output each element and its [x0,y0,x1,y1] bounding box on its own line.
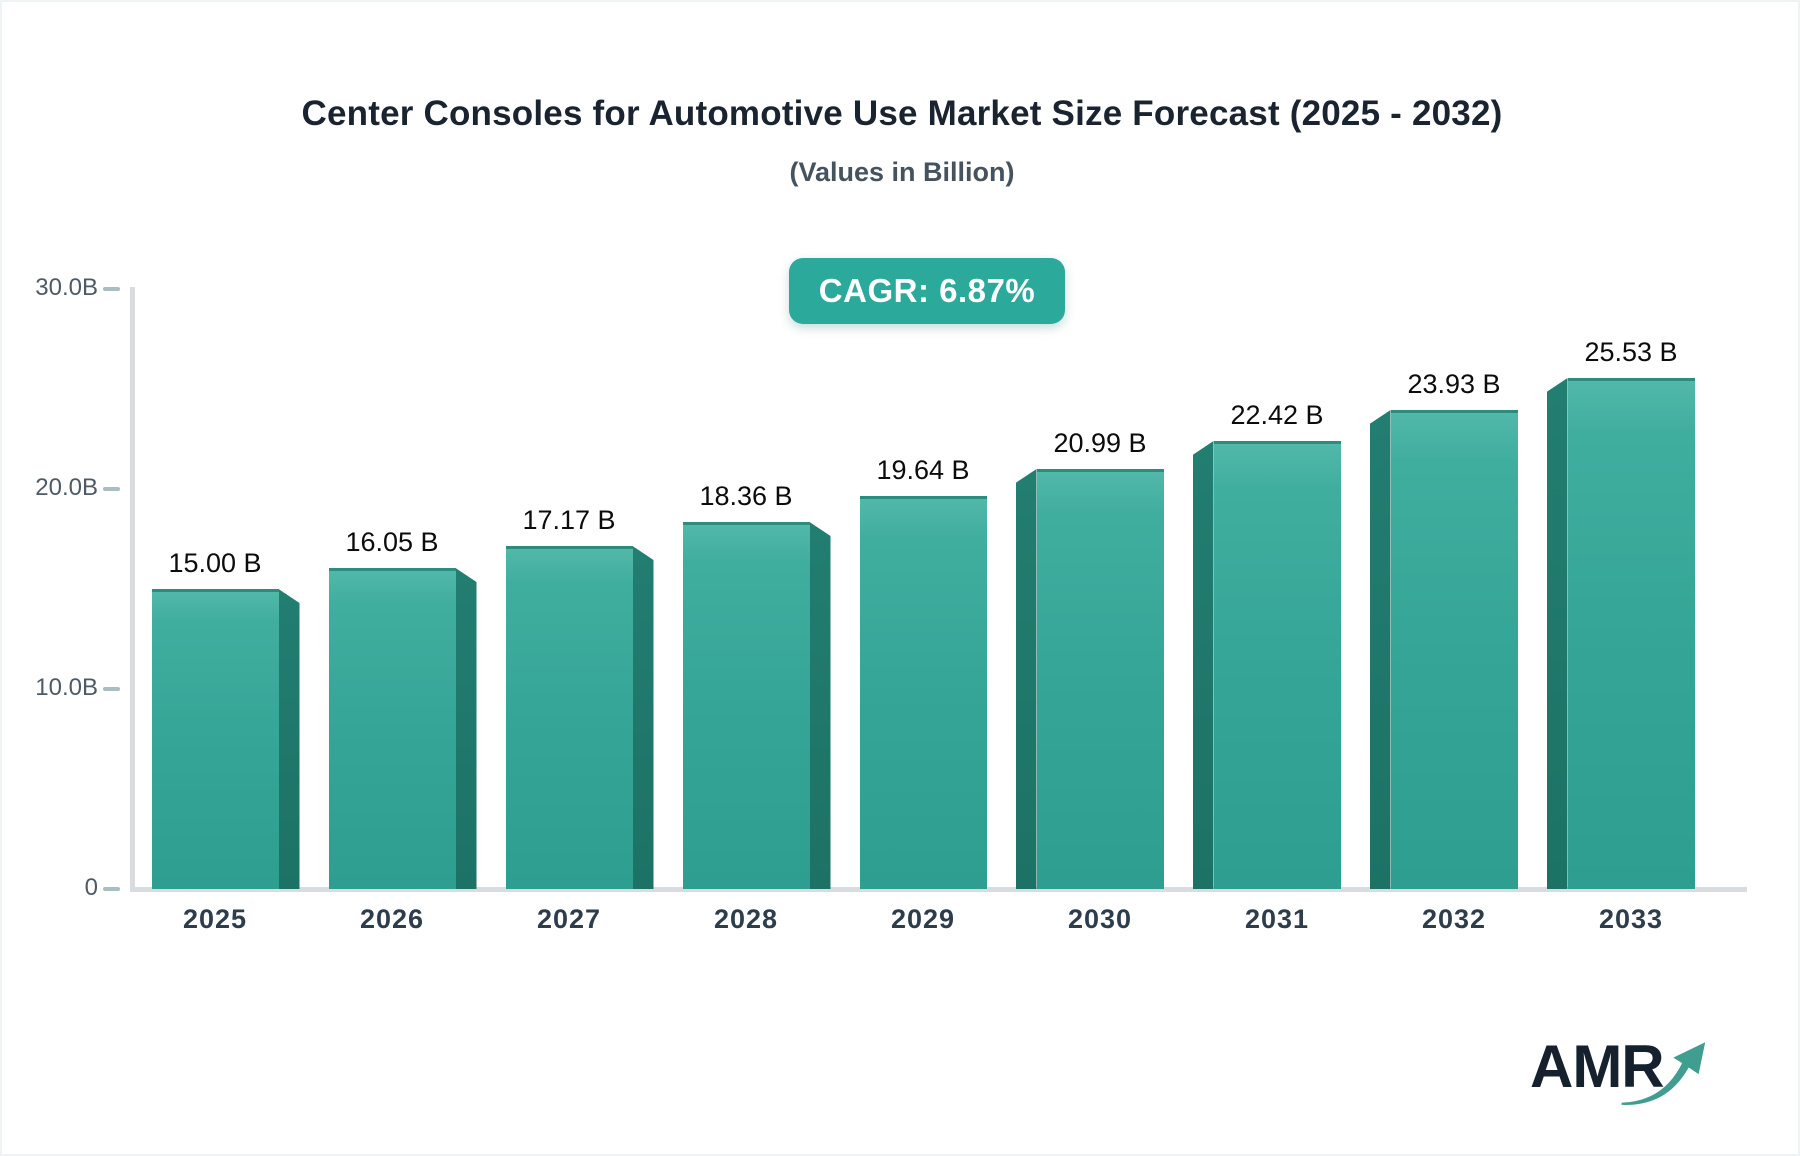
amr-logo-text: AMR [1530,1033,1665,1100]
bar-2026 [328,568,456,889]
bar-value-label-2029: 19.64 B [876,455,970,485]
y-tick-label-30.0B: 30.0B [35,274,98,301]
bar-value-label-2033: 25.53 B [1584,337,1678,367]
bar-2033 [1567,378,1695,889]
trend-up-arrow-icon [1621,1042,1706,1105]
x-tick-label-2031: 2031 [1244,904,1310,934]
bar-2028 [682,522,810,889]
bar-side-face-2031 [1192,441,1214,889]
bar-2027 [505,546,633,889]
bar-value-label-2027: 17.17 B [522,505,616,535]
bar-value-label-2031: 22.42 B [1230,400,1324,430]
y-tick-label-10.0B: 10.0B [35,674,98,701]
bar-2029 [859,496,987,889]
bar-side-face-2030 [1015,469,1037,889]
x-tick-label-2032: 2032 [1421,904,1487,934]
bar-value-label-2028: 18.36 B [699,481,793,511]
chart-title: Center Consoles for Automotive Use Marke… [301,94,1503,133]
x-tick-label-2025: 2025 [182,904,248,934]
bar-value-label-2030: 20.99 B [1053,428,1147,458]
bar-side-face-2026 [455,568,477,889]
bar-value-label-2025: 15.00 B [168,548,262,578]
cagr-badge: CAGR: 6.87% [789,258,1065,324]
x-tick-label-2030: 2030 [1067,904,1133,934]
y-tick-dash [103,687,120,691]
x-tick-label-2033: 2033 [1598,904,1664,934]
bar-side-face-2027 [632,546,654,889]
x-tick-label-2027: 2027 [536,904,602,934]
x-tick-label-2028: 2028 [713,904,779,934]
bar-2031 [1213,441,1341,889]
y-axis-line [130,287,135,892]
y-tick-label-20.0B: 20.0B [35,474,98,501]
x-axis-baseline [130,887,1747,892]
y-tick-dash [103,487,120,491]
y-tick-dash [103,887,120,891]
bar-side-face-2032 [1369,410,1391,889]
chart-subtitle: (Values in Billion) [789,157,1015,187]
y-tick-label-0: 0 [84,874,98,901]
x-tick-label-2029: 2029 [890,904,956,934]
bar-2030 [1036,469,1164,889]
bar-2025 [151,589,279,889]
bar-side-face-2025 [278,589,300,889]
amr-logo: AMR [1530,1032,1750,1122]
bar-side-face-2028 [809,522,831,889]
y-tick-dash [103,287,120,291]
bar-side-face-2033 [1546,378,1568,889]
bar-2032 [1390,410,1518,889]
bar-value-label-2026: 16.05 B [345,527,439,557]
bar-value-label-2032: 23.93 B [1407,369,1501,399]
x-tick-label-2026: 2026 [359,904,425,934]
